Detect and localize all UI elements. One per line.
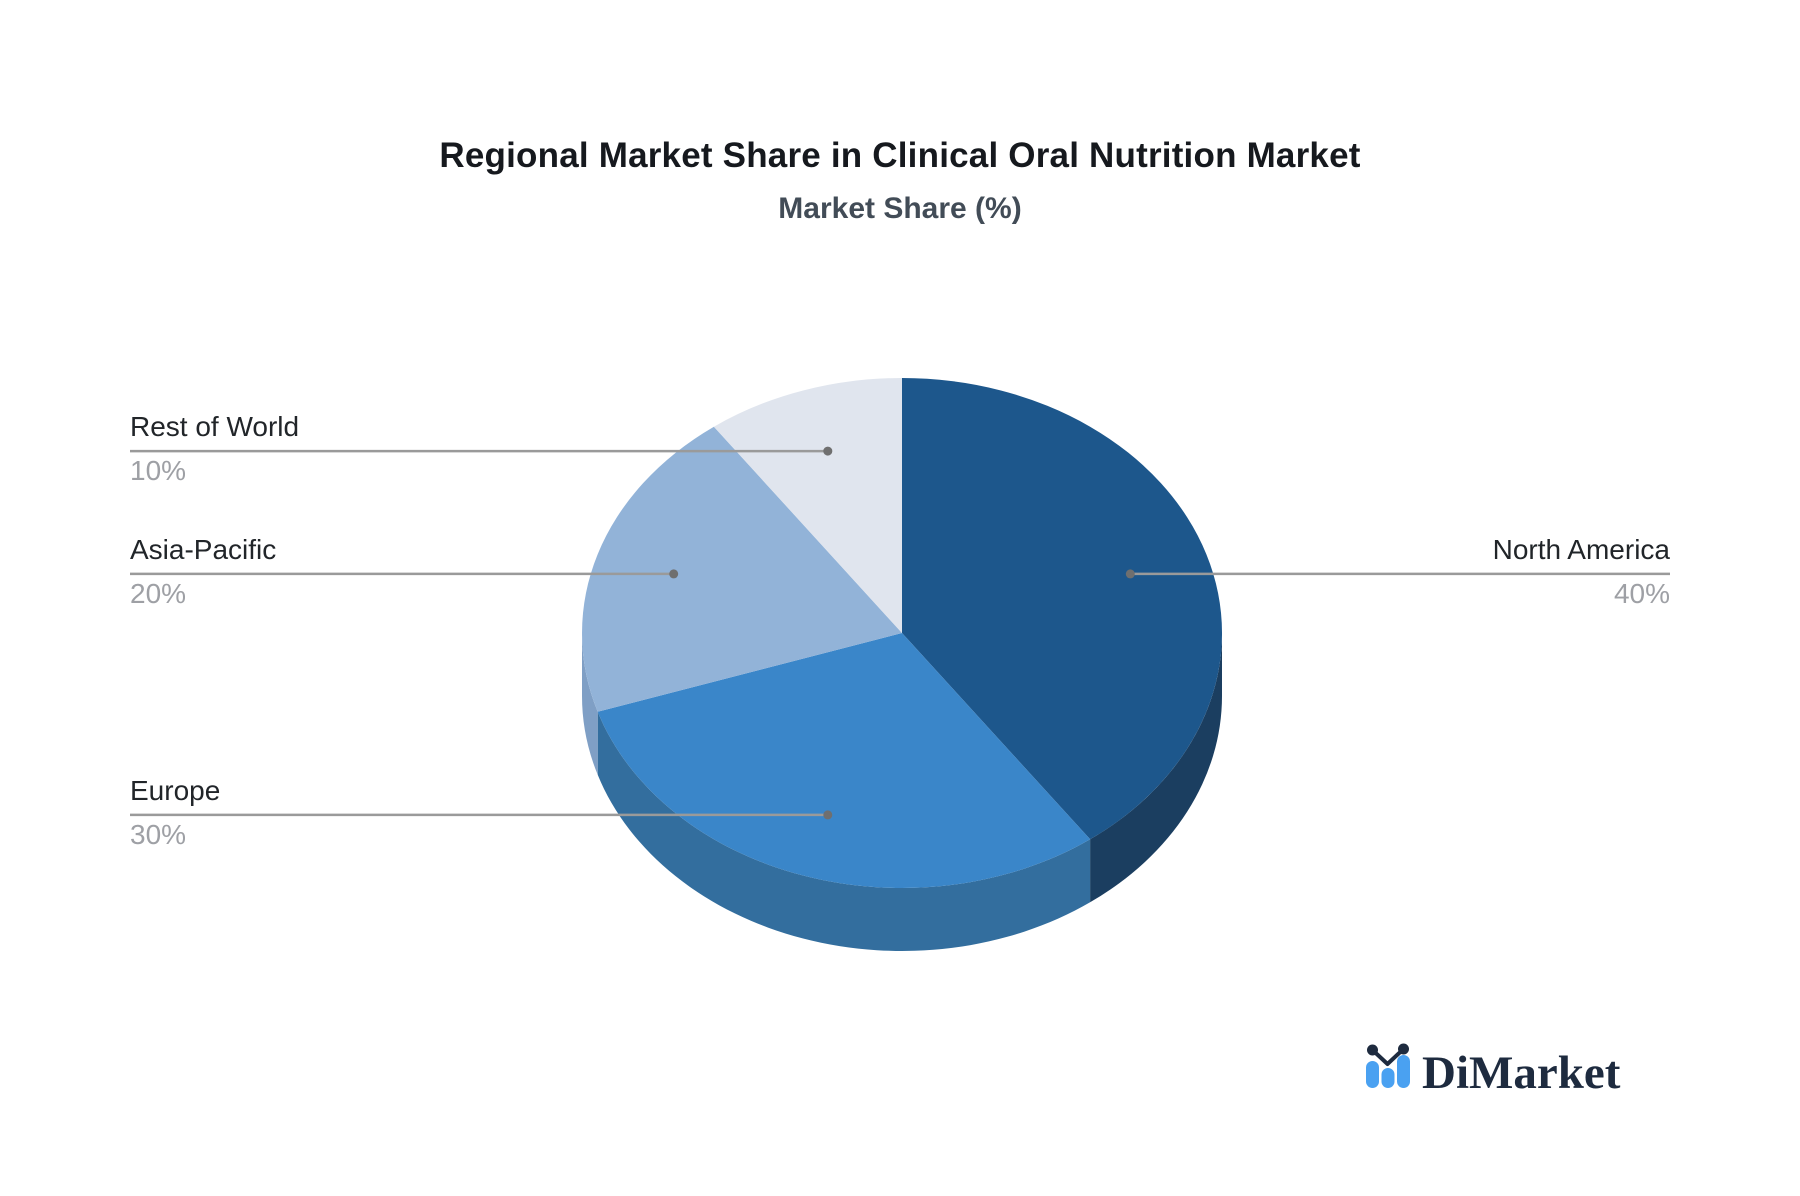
slice-label: Asia-Pacific bbox=[130, 533, 277, 565]
slice-label: Rest of World bbox=[130, 411, 300, 443]
slice-value: 30% bbox=[130, 818, 187, 850]
brand-logo-text: DiMarket bbox=[1422, 1047, 1621, 1099]
page-title: Regional Market Share in Clinical Oral N… bbox=[439, 136, 1361, 175]
slice-label: Europe bbox=[130, 774, 221, 806]
slice-value: 10% bbox=[130, 455, 187, 487]
callout-rest-of-world: Rest of World 10% bbox=[130, 407, 690, 491]
bar-chart-icon bbox=[1366, 1043, 1410, 1088]
slice-label: North America bbox=[1492, 533, 1670, 565]
brand-logo: DiMarket bbox=[1366, 1043, 1621, 1099]
callout-north-america: North America 40% bbox=[1110, 530, 1670, 614]
callout-asia-pacific: Asia-Pacific 20% bbox=[130, 530, 690, 614]
slice-value: 20% bbox=[130, 577, 187, 609]
slice-value: 40% bbox=[1613, 577, 1670, 609]
chart-subtitle: Market Share (%) bbox=[778, 192, 1022, 225]
callout-europe: Europe 30% bbox=[130, 771, 690, 855]
